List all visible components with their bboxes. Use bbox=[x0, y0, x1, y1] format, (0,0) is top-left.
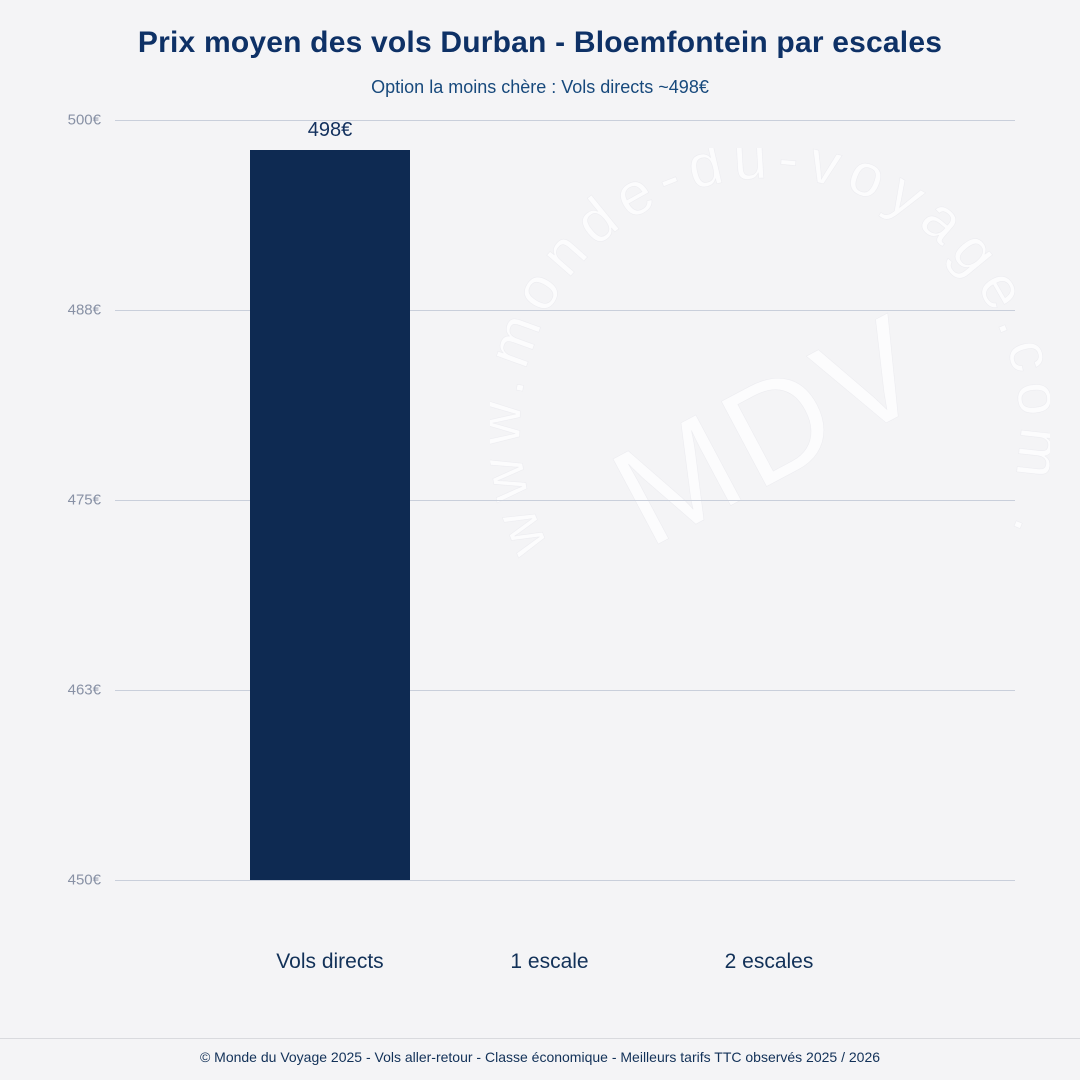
gridline bbox=[115, 690, 1015, 691]
gridline bbox=[115, 310, 1015, 311]
footer-text: © Monde du Voyage 2025 - Vols aller-reto… bbox=[199, 1049, 881, 1065]
y-axis-tick-label: 475€ bbox=[67, 491, 101, 509]
category-label: Vols directs bbox=[276, 950, 384, 973]
footer-divider bbox=[0, 1038, 1080, 1039]
gridline bbox=[115, 880, 1015, 881]
y-axis-tick-label: 500€ bbox=[67, 111, 101, 129]
y-axis-tick-label: 488€ bbox=[67, 301, 101, 319]
y-axis-tick-label: 450€ bbox=[67, 871, 101, 889]
y-axis-tick-label: 463€ bbox=[67, 681, 101, 699]
bar-value-label: 498€ bbox=[307, 119, 353, 142]
gridline bbox=[115, 120, 1015, 121]
bar bbox=[250, 150, 410, 880]
chart-title: Prix moyen des vols Durban - Bloemfontei… bbox=[137, 26, 943, 59]
category-label: 2 escales bbox=[724, 950, 814, 973]
chart-subtitle: Option la moins chère : Vols directs ~49… bbox=[371, 77, 709, 97]
gridline bbox=[115, 500, 1015, 501]
plot-area: 450€ 463€ 475€ 488€ 500€ Vols directs 498€ 1 es… bbox=[68, 112, 1015, 973]
category-label: 1 escale bbox=[510, 950, 589, 973]
